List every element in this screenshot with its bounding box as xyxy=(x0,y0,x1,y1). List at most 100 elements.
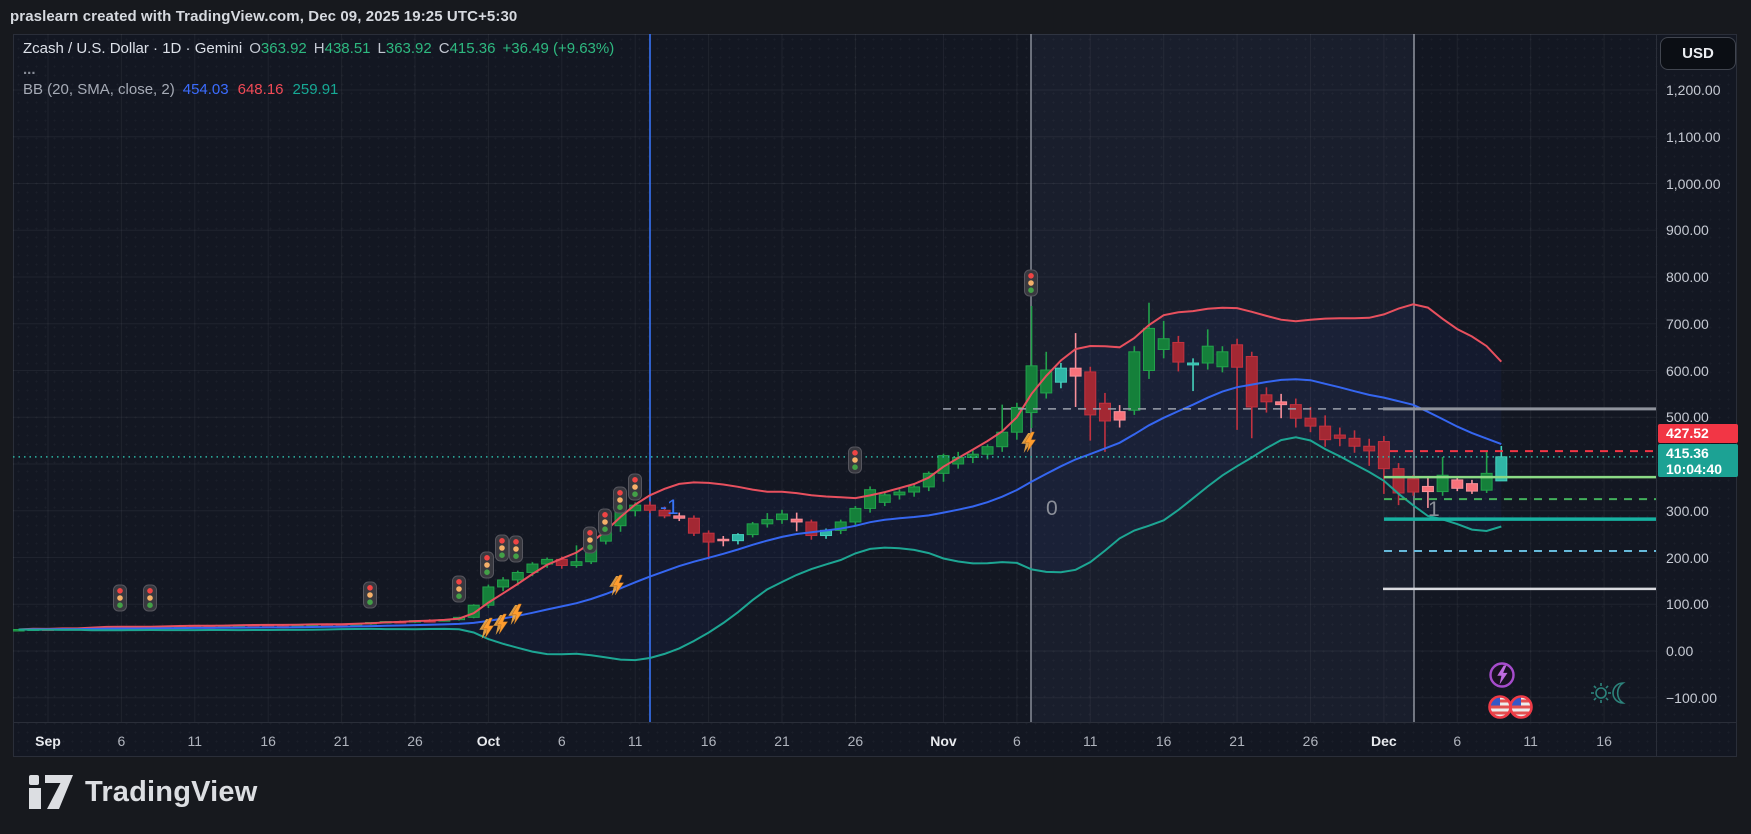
candle-body xyxy=(1289,404,1302,419)
usa-flag-badge-icon xyxy=(1488,695,1512,719)
time-tick-month-label: Dec xyxy=(1371,733,1397,749)
candle-body xyxy=(1304,417,1317,427)
candle-body xyxy=(981,446,994,455)
time-tick-label: 16 xyxy=(260,733,276,749)
traffic-light-icon xyxy=(509,535,523,563)
candle-body xyxy=(658,509,671,517)
high-value: 438.51 xyxy=(324,40,371,57)
time-tick-label: 6 xyxy=(117,733,126,749)
candle-body xyxy=(1436,474,1449,493)
candle-body xyxy=(1010,406,1023,433)
candle-body xyxy=(1260,394,1273,403)
bb-upper-line xyxy=(18,303,1503,631)
candle-body xyxy=(1495,456,1508,482)
time-tick-label: 26 xyxy=(407,733,423,749)
candle-body xyxy=(673,515,686,519)
traffic-light-icon xyxy=(480,551,494,579)
bb-lower-value: 259.91 xyxy=(292,81,339,98)
candle-body xyxy=(790,518,803,523)
change-value: +36.49 (+9.63%) xyxy=(502,40,615,57)
candle-body xyxy=(776,513,788,521)
candle-body xyxy=(1348,437,1361,447)
traffic-light-icon xyxy=(452,575,466,603)
sun-moon-icon xyxy=(1591,682,1626,704)
candle-body xyxy=(1451,479,1464,489)
candle-body xyxy=(1172,341,1185,363)
last-price-tag[interactable]: 415.36 10:04:40 xyxy=(1658,444,1738,477)
close-label: C xyxy=(438,40,450,57)
traffic-light-icon xyxy=(113,584,127,612)
traffic-light-icon xyxy=(628,473,642,501)
bar-countdown: 10:04:40 xyxy=(1666,461,1723,477)
usa-flag-badge-icon xyxy=(1509,695,1533,719)
candle-body xyxy=(849,507,862,523)
symbol-row[interactable]: Zcash / U.S. Dollar · 1D · Gemini O363.92… xyxy=(23,40,614,57)
legend-more-button[interactable]: ... xyxy=(23,61,36,78)
close-value: 415.36 xyxy=(449,40,496,57)
time-tick-label: 11 xyxy=(1523,733,1538,749)
candle-body xyxy=(908,486,921,493)
time-tick-label: 11 xyxy=(187,733,203,749)
price-tick-label: 300.00 xyxy=(1666,502,1709,519)
candle-body xyxy=(1275,401,1288,406)
candle-body xyxy=(702,532,715,543)
bb-basis-value: 454.03 xyxy=(182,81,229,98)
low-value: 363.92 xyxy=(385,40,432,57)
candle-body xyxy=(1377,441,1390,470)
candle-body xyxy=(746,523,759,536)
indicator-row[interactable]: BB (20, SMA, close, 2) 454.03 648.16 259.91 xyxy=(23,81,614,98)
candle-body xyxy=(1187,362,1200,366)
tradingview-logo[interactable]: TradingView xyxy=(28,774,258,810)
candle-body xyxy=(687,517,700,534)
time-tick-label: 11 xyxy=(1082,733,1098,749)
candle-body xyxy=(570,561,583,566)
time-tick-month-label: Nov xyxy=(930,733,957,749)
candle-body xyxy=(511,571,524,581)
high-label: H xyxy=(313,40,325,57)
candle-body xyxy=(1084,371,1097,416)
bb-lower-line xyxy=(18,436,1502,662)
lightning-bolt-icon xyxy=(1021,431,1037,453)
traffic-light-icon xyxy=(583,526,597,554)
price-tick-label: 800.00 xyxy=(1666,269,1709,285)
time-tick-label: 6 xyxy=(557,733,566,749)
traffic-light-icon xyxy=(598,508,612,536)
watermark-text: praslearn created with TradingView.com, … xyxy=(10,8,518,25)
low-label: L xyxy=(377,40,386,57)
candle-body xyxy=(1319,425,1332,441)
bb-upper-value: 648.16 xyxy=(237,81,284,98)
time-tick-month-label: Sep xyxy=(35,733,61,749)
time-tick-label: 26 xyxy=(847,733,864,749)
lightning-badge-icon xyxy=(1489,662,1515,688)
candle-body xyxy=(1113,411,1126,421)
indicator-label[interactable]: BB (20, SMA, close, 2) xyxy=(23,81,175,98)
price-tick-label: 200.00 xyxy=(1666,549,1709,566)
currency-button[interactable]: USD xyxy=(1660,37,1736,70)
lightning-bolt-icon xyxy=(609,574,625,596)
open-value: 363.92 xyxy=(260,40,307,57)
candle-body xyxy=(1480,472,1493,491)
alert-price-tag[interactable]: 427.52 xyxy=(1658,424,1738,443)
time-tick-label: 16 xyxy=(1596,733,1612,749)
time-tick-label: 26 xyxy=(1302,733,1319,749)
candle-body xyxy=(1201,345,1214,364)
price-tick-label: 1,200.00 xyxy=(1666,82,1721,98)
price-tick-label: 100.00 xyxy=(1666,596,1709,613)
time-axis-separator xyxy=(13,722,1737,723)
candle-body xyxy=(1157,338,1170,350)
candle-body xyxy=(1069,367,1082,377)
candle-body xyxy=(878,494,891,503)
cycle-label: 1 xyxy=(1428,498,1440,521)
time-tick-month-label: Oct xyxy=(476,733,501,749)
open-label: O xyxy=(249,40,261,57)
time-tick-label: 16 xyxy=(1155,733,1172,749)
symbol-title[interactable]: Zcash / U.S. Dollar · 1D · Gemini xyxy=(23,40,243,57)
time-tick-label: 21 xyxy=(774,733,790,749)
price-tick-label: 700.00 xyxy=(1666,315,1709,332)
price-axis-separator xyxy=(1656,34,1657,757)
plot-area: -1 0 1 xyxy=(13,34,1656,722)
candle-body xyxy=(761,519,774,525)
candle-body xyxy=(1098,402,1111,422)
